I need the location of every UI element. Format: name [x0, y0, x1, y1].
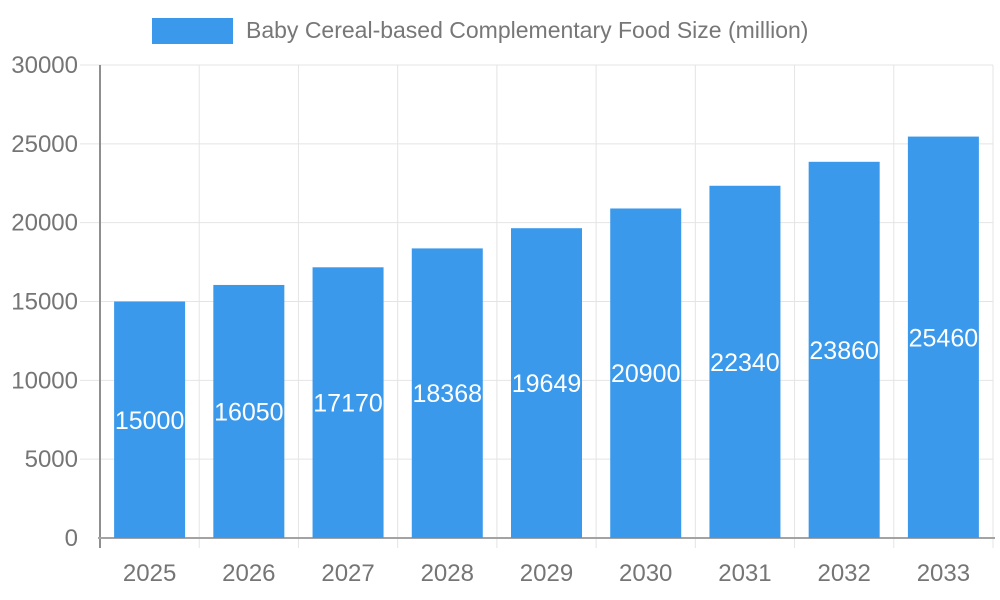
bar-value-label: 15000 [115, 407, 185, 435]
bar-value-label: 16050 [214, 398, 284, 426]
x-tick-label: 2033 [917, 560, 970, 587]
y-tick-label: 20000 [11, 210, 78, 237]
bar[interactable] [610, 208, 682, 538]
bar-value-label: 23860 [809, 337, 879, 365]
y-tick-label: 5000 [25, 446, 78, 473]
bar-value-label: 18368 [413, 380, 483, 408]
x-tick-label: 2027 [321, 560, 374, 587]
bar[interactable] [213, 284, 285, 538]
bar-value-label: 22340 [710, 349, 780, 377]
bar[interactable] [511, 228, 582, 539]
y-tick-label: 10000 [11, 367, 78, 394]
bar[interactable] [312, 267, 384, 538]
bar-value-label: 19649 [512, 370, 582, 398]
x-tick-label: 2030 [619, 560, 672, 587]
legend-swatch [152, 17, 233, 44]
bar-value-label: 20900 [611, 360, 681, 388]
y-tick-label: 15000 [11, 289, 78, 316]
bar[interactable] [907, 136, 979, 538]
bar[interactable] [411, 248, 483, 538]
bar-value-label: 17170 [313, 390, 383, 418]
bar-value-label: 25460 [909, 324, 979, 352]
x-tick-label: 2029 [520, 560, 573, 587]
bar[interactable] [114, 301, 186, 539]
x-tick-label: 2031 [718, 560, 771, 587]
x-tick-label: 2028 [421, 560, 474, 587]
bar[interactable] [709, 185, 781, 539]
y-tick-label: 25000 [11, 131, 78, 158]
legend-label: Baby Cereal-based Complementary Food Siz… [246, 17, 809, 43]
legend-item[interactable]: Baby Cereal-based Complementary Food Siz… [152, 17, 808, 44]
x-tick-label: 2025 [123, 560, 176, 587]
x-tick-label: 2032 [817, 560, 870, 587]
y-tick-label: 0 [65, 525, 78, 552]
bar[interactable] [808, 161, 880, 539]
y-tick-label: 30000 [11, 52, 78, 79]
x-tick-label: 2026 [222, 560, 275, 587]
